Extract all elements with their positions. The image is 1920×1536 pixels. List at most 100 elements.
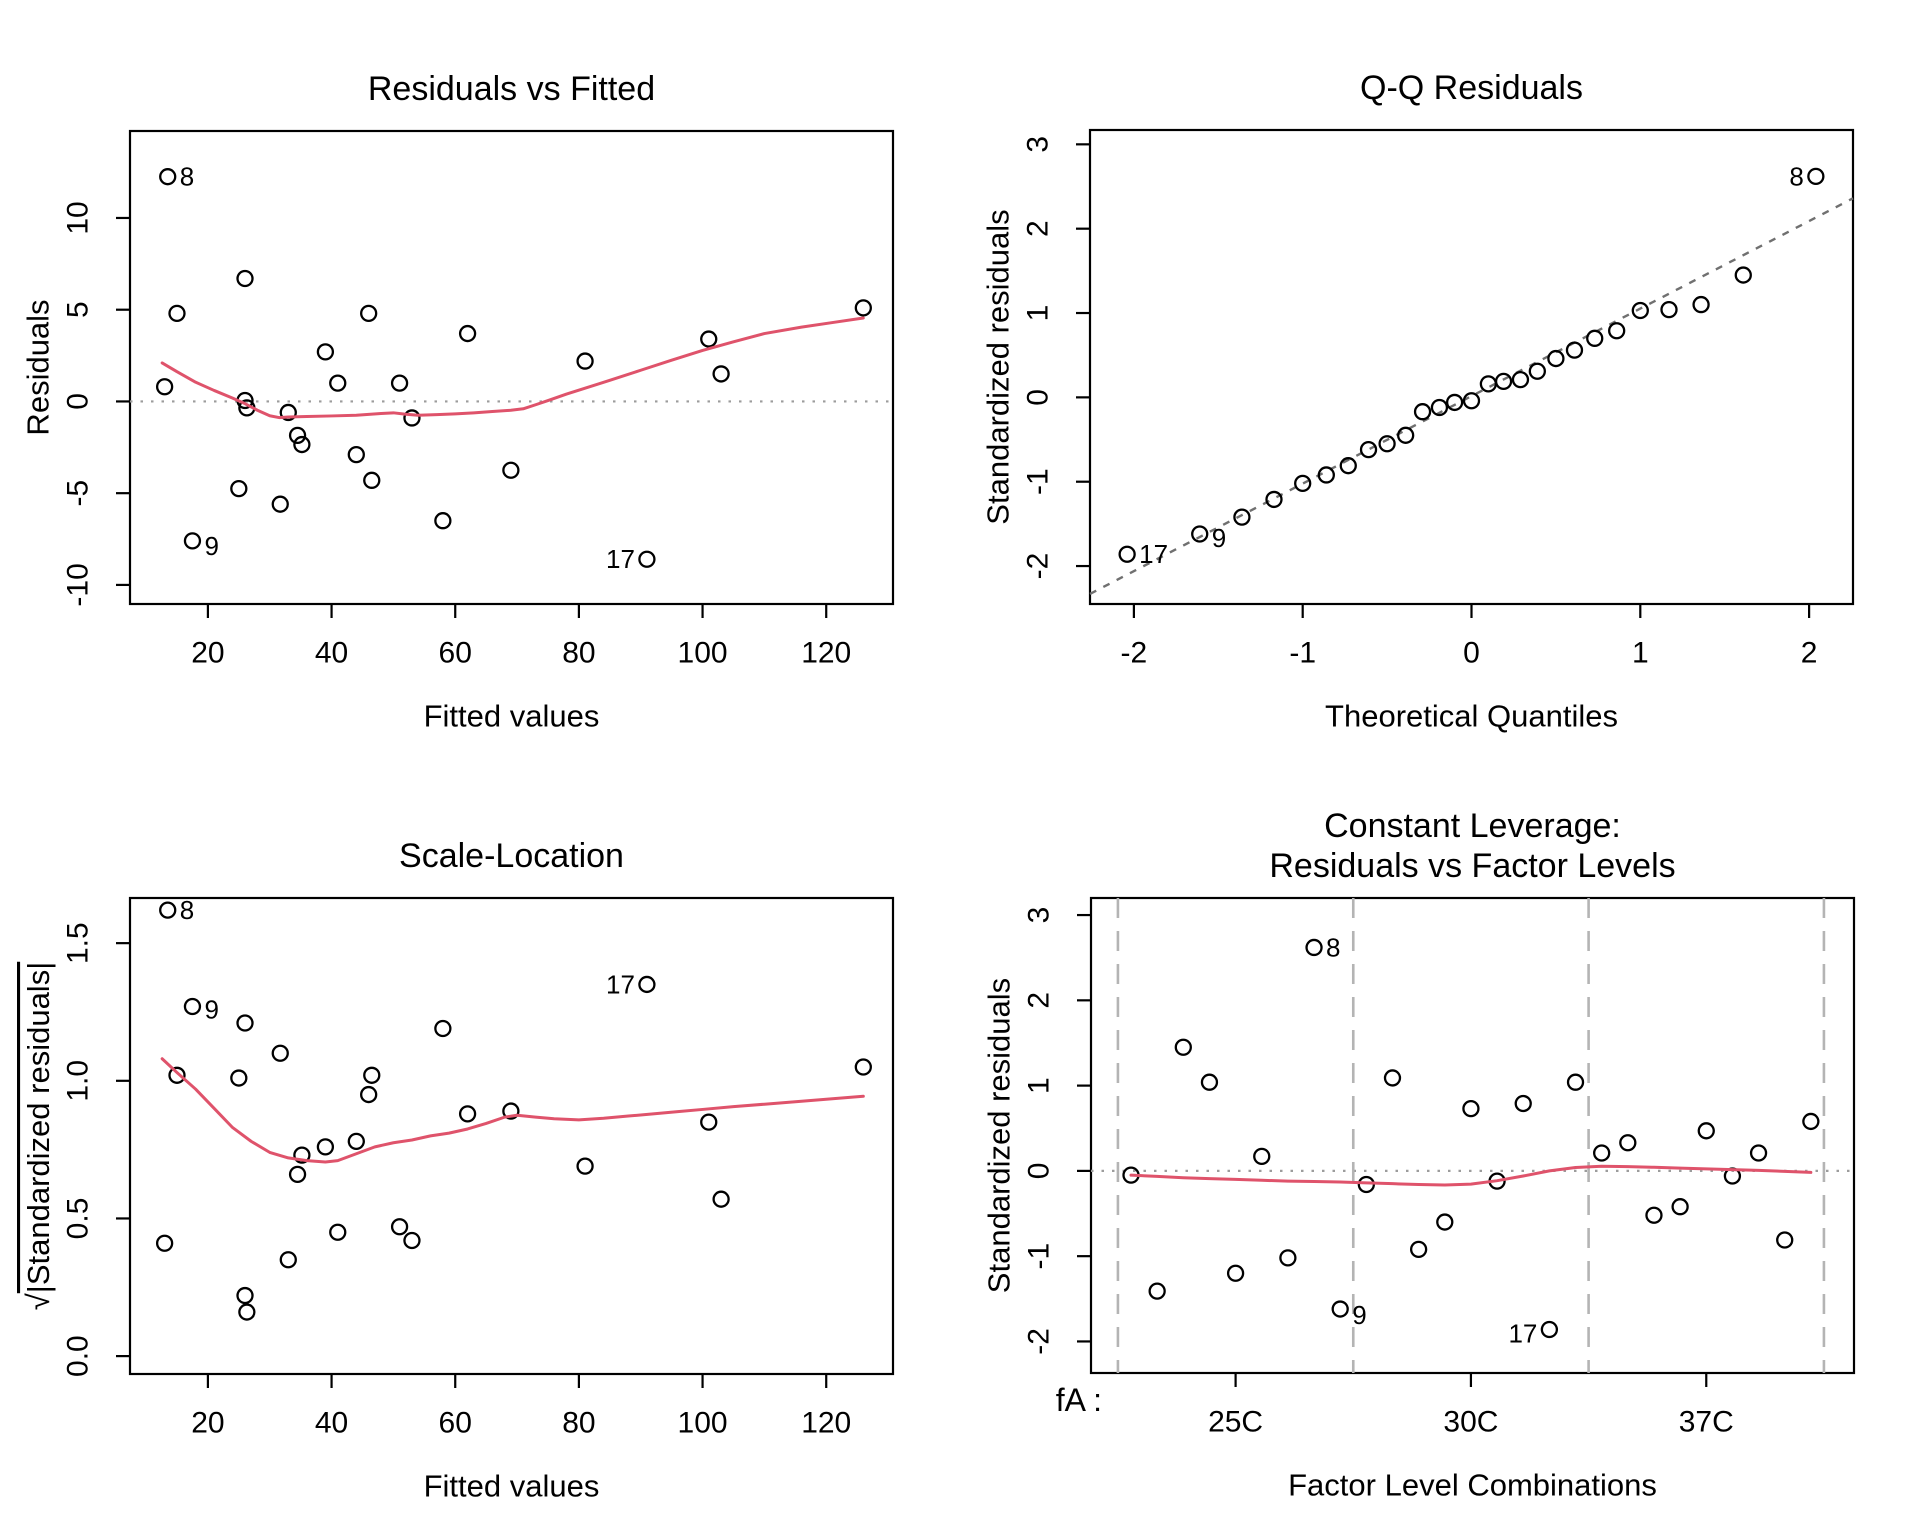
data-point bbox=[1265, 490, 1283, 509]
panel-residuals-vs-fitted: 20 40 60 80 100 120 -10 -5 0 5 10 Residuals vs Fitt… bbox=[21, 70, 895, 734]
x-axis-label: Factor Level Combinations bbox=[1288, 1468, 1657, 1503]
data-point bbox=[1253, 1147, 1271, 1166]
data-point bbox=[390, 1218, 409, 1236]
data-point bbox=[363, 471, 381, 489]
plot-box bbox=[128, 129, 895, 606]
y-axis-label: √|Standardized residuals| bbox=[21, 962, 56, 1310]
data-point bbox=[1511, 371, 1530, 389]
data-point bbox=[329, 1223, 347, 1241]
data-point bbox=[236, 269, 254, 288]
data-point bbox=[279, 403, 297, 422]
data-point bbox=[360, 1085, 378, 1104]
y-tick-label: 3 bbox=[1023, 907, 1056, 924]
data-point bbox=[458, 1105, 477, 1123]
y-axis-label: Standardized residuals bbox=[982, 978, 1017, 1293]
data-point bbox=[293, 435, 311, 454]
data-point bbox=[1383, 1069, 1402, 1087]
data-point bbox=[288, 1165, 307, 1184]
point-label: 17 bbox=[1139, 539, 1168, 569]
data-point bbox=[1593, 1144, 1611, 1162]
data-point bbox=[1317, 466, 1335, 484]
data-point bbox=[347, 446, 365, 464]
y-tick-label: 0.0 bbox=[62, 1335, 95, 1377]
y-axis-label: Residuals bbox=[21, 299, 56, 435]
point-label: 17 bbox=[606, 544, 635, 574]
data-point bbox=[390, 374, 409, 392]
y-tick-label: 2 bbox=[1023, 992, 1056, 1009]
point-label: 8 bbox=[180, 162, 194, 192]
data-point bbox=[155, 1234, 174, 1252]
data-point bbox=[236, 1286, 254, 1305]
point-label: 8 bbox=[180, 895, 194, 925]
panel-title-line1: Constant Leverage: bbox=[1324, 807, 1621, 845]
data-point bbox=[638, 975, 656, 994]
data-point bbox=[502, 461, 520, 479]
panel-title: Scale-Location bbox=[399, 837, 624, 875]
data-point bbox=[238, 1303, 256, 1321]
data-point bbox=[1671, 1198, 1689, 1216]
y-tick-label: -5 bbox=[62, 480, 95, 507]
data-point bbox=[316, 1138, 335, 1156]
data-point bbox=[1305, 938, 1323, 957]
data-point bbox=[236, 1014, 254, 1032]
point-label: 9 bbox=[1352, 1300, 1366, 1330]
plot-box bbox=[1088, 128, 1855, 606]
y-tick-label: 10 bbox=[62, 201, 95, 234]
data-point bbox=[271, 1044, 289, 1062]
data-point bbox=[1191, 525, 1209, 543]
x-tick-label: -2 bbox=[1121, 637, 1148, 670]
data-point bbox=[1631, 301, 1649, 320]
data-point bbox=[1619, 1134, 1637, 1152]
y-tick-label: 1 bbox=[1023, 1077, 1056, 1094]
y-tick-label: -2 bbox=[1022, 553, 1055, 580]
data-point bbox=[1118, 545, 1136, 563]
x-axis-label: Fitted values bbox=[424, 1469, 600, 1504]
data-point bbox=[854, 299, 872, 317]
data-point bbox=[1430, 398, 1449, 417]
data-point bbox=[638, 550, 656, 568]
data-point bbox=[1397, 426, 1415, 444]
data-point bbox=[316, 343, 335, 361]
data-point bbox=[1409, 1240, 1428, 1258]
x-axis-label: Fitted values bbox=[424, 699, 600, 734]
data-point bbox=[1200, 1073, 1219, 1091]
x-tick-label: 0 bbox=[1463, 637, 1480, 670]
y-tick-label: 0 bbox=[1022, 389, 1055, 406]
point-label: 8 bbox=[1326, 932, 1340, 962]
data-point bbox=[700, 330, 718, 348]
data-point bbox=[1514, 1094, 1532, 1113]
x-tick-label: 120 bbox=[801, 1407, 851, 1440]
data-point bbox=[1148, 1282, 1166, 1300]
data-point bbox=[1279, 1249, 1297, 1267]
point-label: 9 bbox=[204, 531, 218, 561]
panel-constant-leverage: -2 -1 0 1 2 3 Constant Leverage:Residuals vs F… bbox=[982, 807, 1856, 1503]
x-tick-label: 1 bbox=[1632, 637, 1649, 670]
data-point bbox=[1331, 1300, 1349, 1318]
data-point bbox=[1494, 372, 1513, 390]
data-point bbox=[363, 1066, 381, 1084]
data-point bbox=[159, 168, 177, 186]
point-label: 8 bbox=[1789, 161, 1803, 191]
plot-box bbox=[128, 896, 895, 1376]
data-point bbox=[347, 1132, 365, 1151]
y-tick-label: -2 bbox=[1023, 1328, 1056, 1355]
y-tick-label: -1 bbox=[1023, 1243, 1056, 1270]
data-point bbox=[854, 1058, 872, 1076]
factor-tick-label: 30C bbox=[1443, 1406, 1498, 1439]
plot-box bbox=[1089, 896, 1856, 1375]
data-point bbox=[159, 901, 177, 919]
smooth-line bbox=[1129, 1164, 1813, 1187]
data-point bbox=[434, 1019, 452, 1038]
data-point bbox=[1566, 1073, 1585, 1091]
data-point bbox=[1776, 1231, 1794, 1249]
data-point bbox=[1357, 1175, 1375, 1194]
data-point bbox=[1339, 457, 1357, 475]
data-point bbox=[1294, 474, 1312, 493]
qq-reference-line bbox=[1089, 197, 1854, 595]
panel-title-line2: Residuals vs Factor Levels bbox=[1269, 847, 1675, 885]
data-point bbox=[458, 324, 477, 343]
point-label: 17 bbox=[606, 969, 635, 999]
data-point bbox=[230, 1069, 248, 1087]
